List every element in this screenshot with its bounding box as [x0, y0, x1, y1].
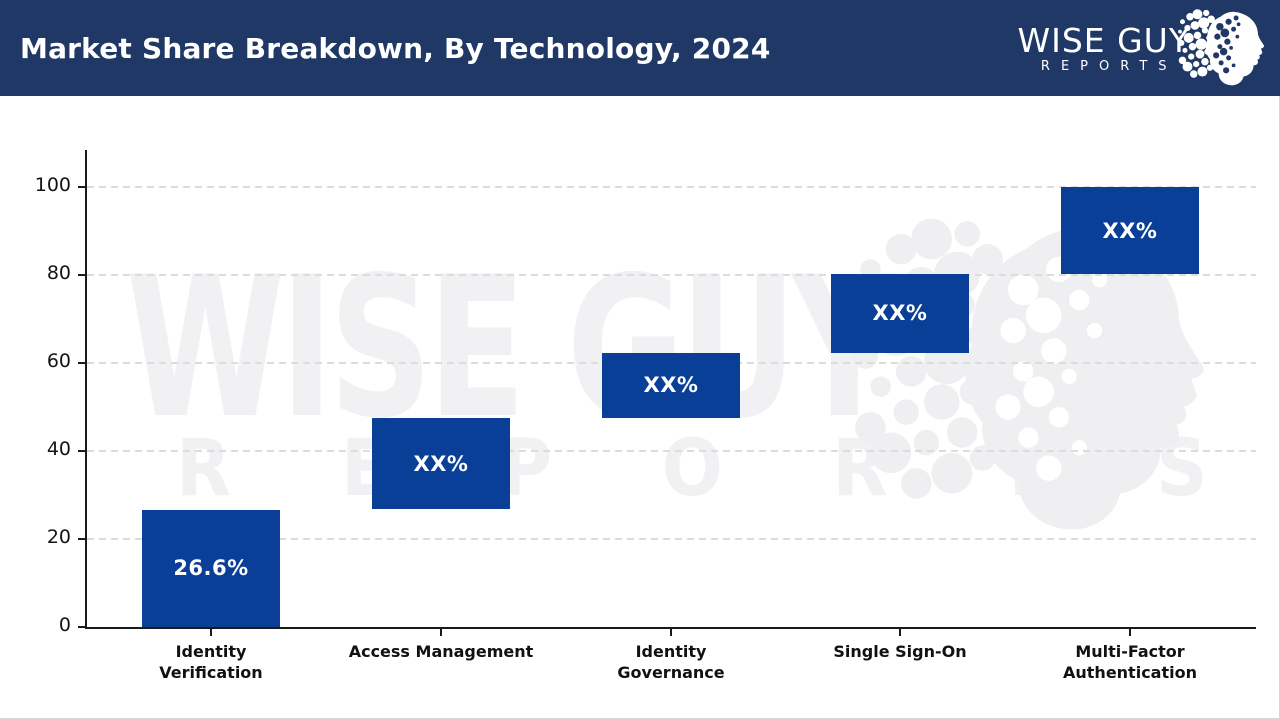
y-tick-mark	[78, 538, 86, 540]
bar-value-label: 26.6%	[173, 556, 249, 581]
y-tick-label: 60	[46, 350, 71, 372]
bar-value-label: XX%	[643, 373, 699, 398]
logo-face-icon	[1178, 8, 1264, 85]
y-axis-line	[85, 150, 87, 629]
y-tick-label: 20	[46, 526, 71, 548]
y-tick-mark	[78, 186, 86, 188]
x-axis-line	[85, 627, 1256, 629]
y-tick-label: 0	[58, 614, 71, 636]
x-category-label-access-management: Access Management	[321, 641, 561, 662]
x-category-line: Verification	[159, 663, 263, 682]
y-tick-label: 80	[46, 262, 71, 284]
x-category-line: Authentication	[1063, 663, 1197, 682]
x-tick-mark	[670, 629, 672, 636]
x-category-line: Multi-Factor	[1075, 642, 1185, 661]
y-tick-label: 40	[46, 438, 71, 460]
x-category-line: Access Management	[348, 642, 534, 661]
bar-value-label: XX%	[1102, 218, 1158, 243]
bar-single-sign-on: XX%	[831, 274, 969, 353]
x-tick-mark	[1129, 629, 1131, 636]
x-tick-mark	[440, 629, 442, 636]
x-tick-mark	[899, 629, 901, 636]
logo-line1: WISE GUY	[1017, 20, 1190, 60]
header-bar: Market Share Breakdown, By Technology, 2…	[0, 0, 1280, 96]
x-category-label-multi-factor-authentication: Multi-Factor Authentication	[1010, 641, 1250, 683]
gridline	[87, 538, 1256, 540]
gridline	[87, 450, 1256, 452]
bar-identity-governance: XX%	[602, 352, 740, 418]
x-category-label-identity-verification: Identity Verification	[91, 641, 331, 683]
x-category-line: Identity	[175, 642, 247, 661]
bar-value-label: XX%	[872, 301, 928, 326]
logo-wordmark: WISE GUY REPORTS	[1017, 24, 1190, 73]
gridline	[87, 274, 1256, 276]
x-category-line: Single Sign-On	[833, 642, 967, 661]
x-category-label-single-sign-on: Single Sign-On	[780, 641, 1020, 662]
bar-multi-factor-authentication: XX%	[1061, 187, 1199, 275]
y-tick-mark	[78, 274, 86, 276]
page-title: Market Share Breakdown, By Technology, 2…	[20, 31, 771, 65]
y-tick-mark	[78, 362, 86, 364]
gridline	[87, 186, 1256, 188]
logo-line2: REPORTS	[1040, 58, 1178, 74]
x-category-line: Identity	[635, 642, 707, 661]
x-category-line: Governance	[617, 663, 725, 682]
bar-value-label: XX%	[413, 451, 469, 476]
wise-guy-reports-logo: WISE GUY REPORTS	[1017, 8, 1280, 89]
x-category-label-identity-governance: Identity Governance	[551, 641, 791, 683]
y-tick-mark	[78, 450, 86, 452]
bar-access-management: XX%	[372, 418, 510, 510]
y-tick-label: 100	[34, 174, 71, 196]
watermark-text-line1: WISE GUY	[126, 235, 896, 462]
x-tick-mark	[210, 629, 212, 636]
bar-identity-verification: 26.6%	[142, 509, 280, 627]
y-tick-mark	[78, 626, 86, 628]
